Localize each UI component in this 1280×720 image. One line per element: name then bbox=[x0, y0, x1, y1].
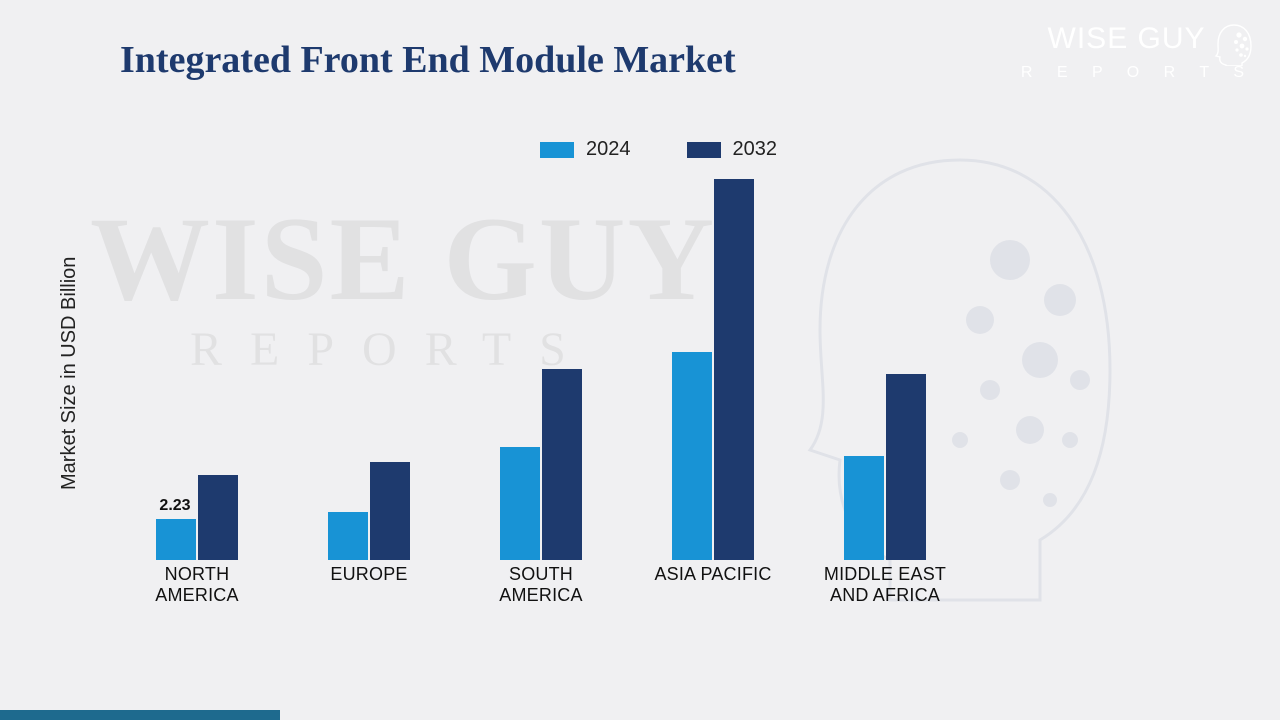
legend-item-2032: 2032 bbox=[687, 138, 778, 161]
logo-head-icon bbox=[1212, 22, 1256, 66]
bar-2024 bbox=[328, 512, 368, 560]
bar-2032 bbox=[542, 369, 582, 560]
page: WISE GUY REPORTS Integrated Front End Mo… bbox=[0, 0, 1280, 720]
bar-2032 bbox=[886, 374, 926, 560]
logo-line1: WISE GUY bbox=[1048, 22, 1206, 55]
legend-label-2032: 2032 bbox=[733, 138, 778, 161]
category-label: SOUTH AMERICA bbox=[466, 564, 616, 606]
bar-2032 bbox=[198, 475, 238, 560]
bar-2024 bbox=[156, 519, 196, 560]
brand-logo: WISE GUY R E P O R T S bbox=[1021, 22, 1256, 82]
legend-swatch-2024 bbox=[540, 142, 574, 158]
category-label: ASIA PACIFIC bbox=[638, 564, 788, 585]
legend: 2024 2032 bbox=[540, 138, 777, 161]
legend-label-2024: 2024 bbox=[586, 138, 631, 161]
bar-2032 bbox=[714, 179, 754, 560]
bar-2024 bbox=[844, 456, 884, 560]
bar-value-label: 2.23 bbox=[150, 497, 200, 515]
category-label: NORTH AMERICA bbox=[122, 564, 272, 606]
category-labels: NORTH AMERICA EUROPE SOUTH AMERICA ASIA PAC… bbox=[96, 564, 966, 694]
category-label: MIDDLE EAST AND AFRICA bbox=[810, 564, 960, 606]
bar-2024 bbox=[500, 447, 540, 560]
category-label: EUROPE bbox=[294, 564, 444, 585]
legend-swatch-2032 bbox=[687, 142, 721, 158]
bar-2024 bbox=[672, 352, 712, 560]
legend-item-2024: 2024 bbox=[540, 138, 631, 161]
bottom-accent-bar bbox=[0, 710, 280, 720]
logo-line2: R E P O R T S bbox=[1021, 64, 1254, 82]
y-axis-label: Market Size in USD Billion bbox=[58, 257, 81, 490]
bar-chart: 2.23 bbox=[96, 170, 966, 560]
chart-title: Integrated Front End Module Market bbox=[120, 38, 736, 82]
bar-2032 bbox=[370, 462, 410, 560]
